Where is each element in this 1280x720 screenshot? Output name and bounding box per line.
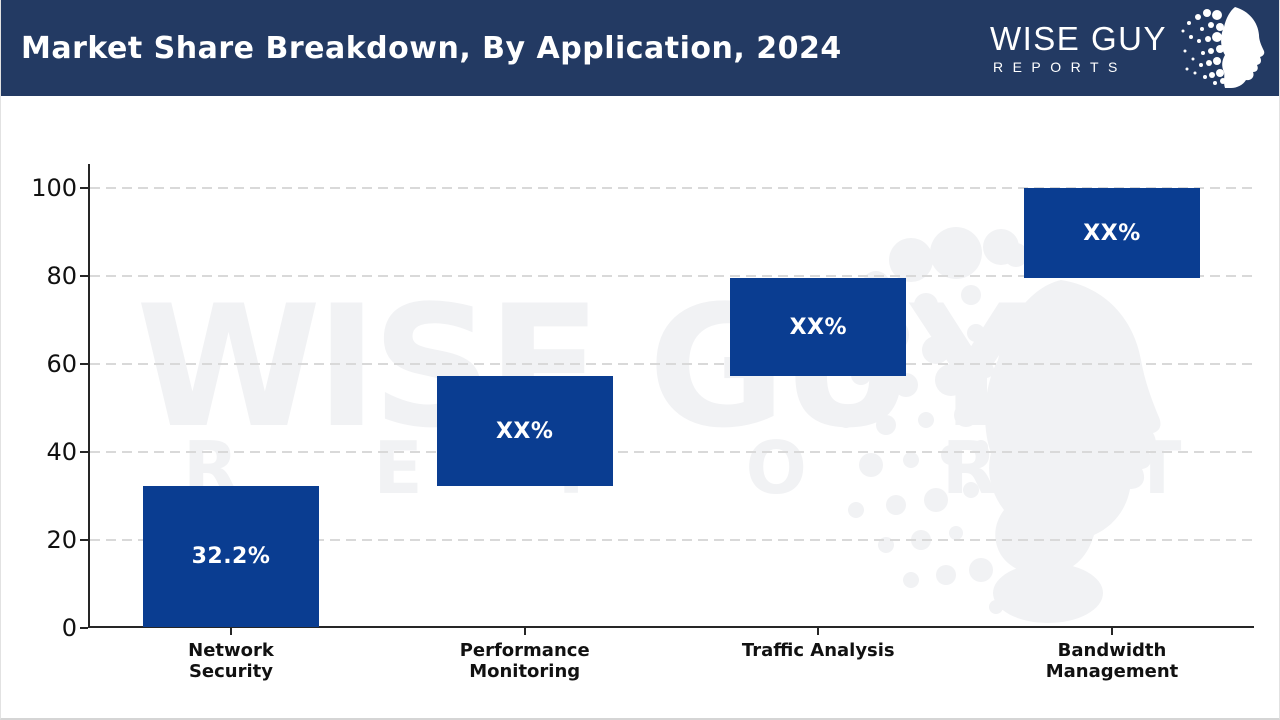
y-tick-label: 80 bbox=[46, 261, 77, 290]
logo-dotted-head-icon bbox=[1181, 7, 1265, 88]
y-tick-mark bbox=[80, 187, 88, 189]
y-tick-label: 40 bbox=[46, 437, 77, 466]
bar-bandwidth-management: XX% bbox=[1024, 188, 1200, 279]
y-tick-label: 0 bbox=[61, 613, 77, 642]
x-tick-mark bbox=[1111, 628, 1113, 635]
logo-brand-line2: REPORTS bbox=[992, 59, 1127, 75]
x-tick-mark bbox=[230, 628, 232, 635]
bar-value-label: XX% bbox=[495, 418, 554, 444]
y-tick-mark bbox=[80, 538, 88, 541]
y-tick-mark bbox=[80, 362, 88, 365]
bar-value-label: 32.2% bbox=[191, 544, 271, 570]
x-tick-mark bbox=[817, 628, 820, 635]
x-category-label-bandwidth-management: Bandwidth Management bbox=[1045, 640, 1179, 683]
x-category-label-network-security: Network Security bbox=[188, 640, 274, 683]
wise-guy-reports-logo: WISE GUY REPORTS bbox=[990, 7, 1265, 89]
x-axis-line bbox=[88, 626, 1254, 628]
x-category-label-performance-monitoring: Performance Monitoring bbox=[459, 640, 590, 683]
y-tick-label: 60 bbox=[46, 349, 77, 378]
bar-value-label: XX% bbox=[789, 314, 848, 340]
bar-network-security: 32.2% bbox=[143, 485, 319, 628]
gridline-y-20 bbox=[90, 538, 1254, 541]
y-tick-mark bbox=[80, 274, 88, 277]
bar-performance-monitoring: XX% bbox=[436, 376, 613, 486]
gridline-y-80 bbox=[90, 274, 1254, 277]
gridline-y-40 bbox=[90, 450, 1254, 453]
y-tick-label: 100 bbox=[31, 174, 77, 202]
watermark-dotted-head-icon bbox=[838, 227, 1161, 623]
x-category-label-traffic-analysis: Traffic Analysis bbox=[741, 640, 895, 661]
header: Market Share Breakdown, By Application, … bbox=[1, 0, 1279, 96]
bar-traffic-analysis: XX% bbox=[730, 278, 907, 377]
bar-value-label: XX% bbox=[1083, 220, 1141, 246]
y-axis-line bbox=[88, 164, 90, 628]
x-tick-mark bbox=[523, 628, 526, 635]
y-tick-mark bbox=[80, 626, 88, 629]
logo-text: WISE GUY REPORTS bbox=[990, 22, 1167, 74]
gridline-y-100 bbox=[90, 187, 1254, 189]
logo-brand-line1: WISE GUY bbox=[989, 20, 1167, 57]
y-tick-label: 20 bbox=[46, 525, 77, 554]
y-tick-mark bbox=[80, 450, 88, 453]
page-title: Market Share Breakdown, By Application, … bbox=[21, 30, 842, 66]
gridline-y-60 bbox=[90, 362, 1254, 365]
